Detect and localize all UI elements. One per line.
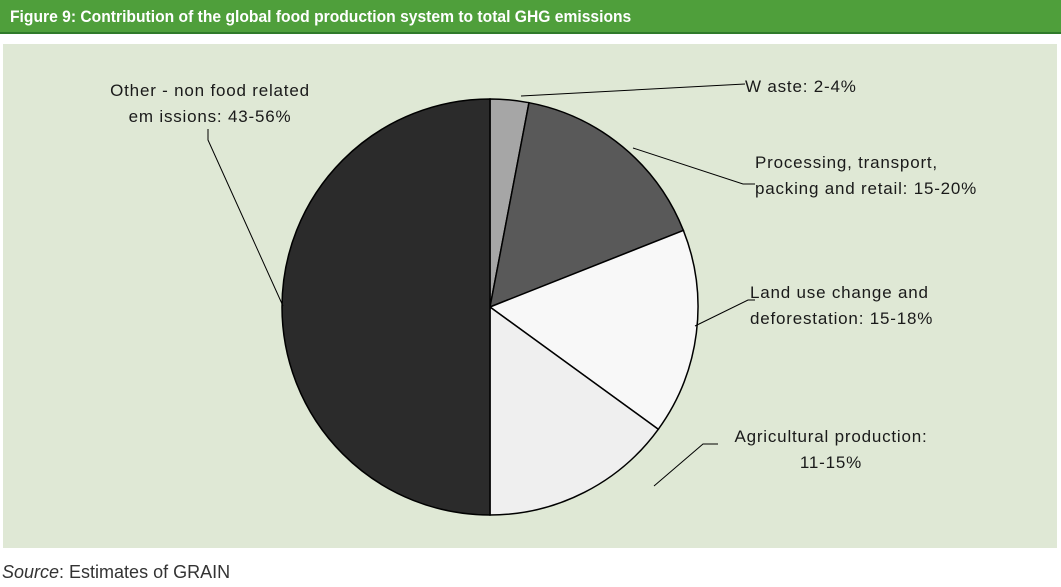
slice-label-line: 11-15% [800,453,862,472]
leader-line-1 [632,147,755,185]
pie-slice-1 [489,101,685,309]
slice-label-line: Land use change and [750,283,929,302]
slice-label-1: Processing, transport, packing and retail… [755,153,977,198]
source-note: Source: Estimates of GRAIN [2,562,230,583]
slice-label-0: W aste: 2-4% [745,77,857,96]
slice-label-line: Agricultural production: [734,427,927,446]
slice-label-4: Other - non food related em issions: 43-5… [110,81,310,126]
pie-slice-4 [281,98,491,516]
leader-line-4 [207,129,284,307]
figure-title: Figure 9: Contribution of the global foo… [10,7,632,26]
pie-slice-2 [488,229,699,431]
slice-label-line: packing and retail: 15-20% [755,179,977,198]
chart-plot-area: W aste: 2-4% Processing, transport, packin… [3,44,1057,548]
figure-title-bar: Figure 9: Contribution of the global foo… [0,0,1061,34]
slice-label-line: deforestation: 15-18% [750,309,933,328]
slice-label-line: W aste: 2-4% [745,77,857,96]
pie-chart: W aste: 2-4% Processing, transport, packin… [110,77,977,516]
slice-label-2: Land use change and deforestation: 15-18% [750,283,933,328]
leader-line-0 [520,83,746,97]
slice-label-line: Processing, transport, [755,153,938,172]
source-text: : Estimates of GRAIN [59,562,231,582]
pie-slice-3 [489,305,660,516]
leader-line-3 [653,443,718,487]
slice-label-3: Agricultural production: 11-15% [734,427,927,472]
slice-label-line: em issions: 43-56% [129,107,292,126]
slice-label-line: Other - non food related [110,81,310,100]
leader-line-2 [694,299,755,327]
source-prefix: Source [2,562,60,582]
